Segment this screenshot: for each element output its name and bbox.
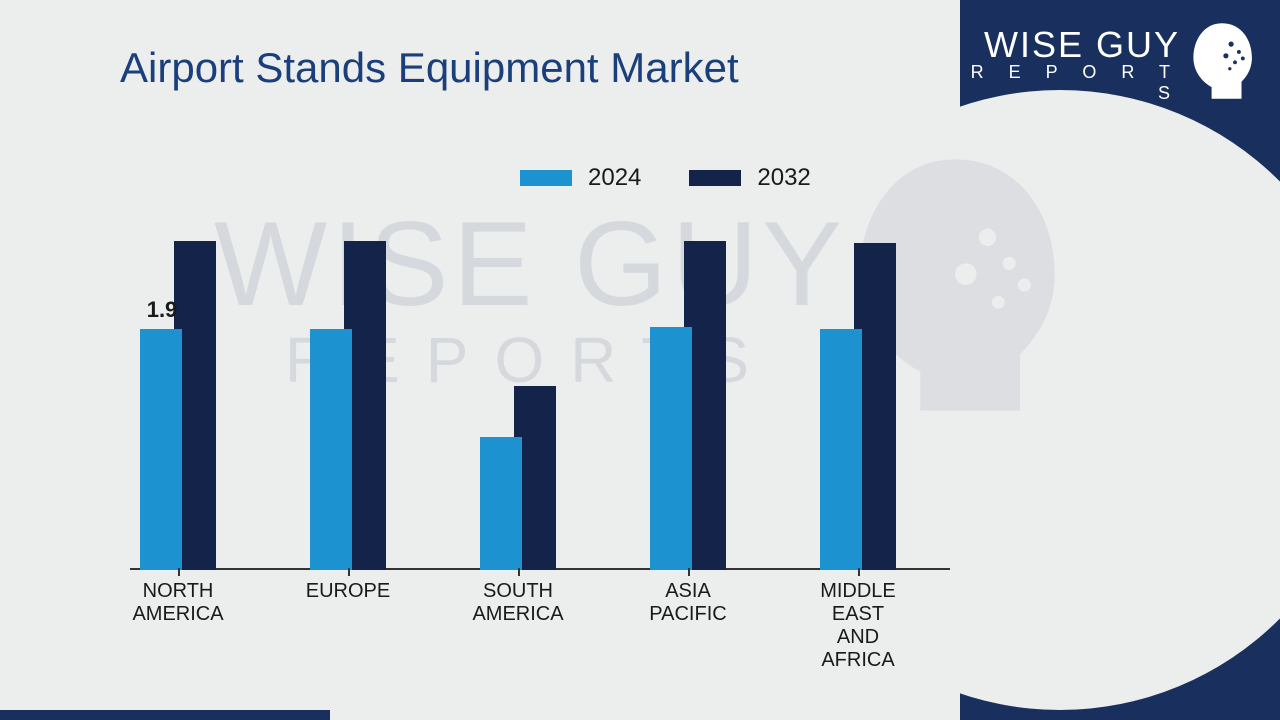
bottom-strip xyxy=(0,710,330,720)
bar-2024 xyxy=(140,329,182,570)
chart-title: Airport Stands Equipment Market xyxy=(120,44,739,92)
legend-label-2024: 2024 xyxy=(588,164,641,192)
legend-swatch-2032 xyxy=(689,170,741,186)
brand-logo: WISE GUY R E P O R T S xyxy=(970,24,1250,104)
x-axis-category-label: MIDDLEEASTANDAFRICA xyxy=(793,580,923,672)
x-tick xyxy=(178,568,180,576)
x-axis-category-label: SOUTHAMERICA xyxy=(453,580,583,626)
bar-2024 xyxy=(650,327,692,570)
legend-swatch-2024 xyxy=(520,170,572,186)
chart-canvas: WISE GUY REPORTS WISE GUY R E P O R T S … xyxy=(0,0,1280,720)
plot-area: 1.9 xyxy=(130,190,950,570)
x-tick xyxy=(348,568,350,576)
legend: 2024 2032 xyxy=(520,164,811,192)
bar-2024 xyxy=(480,437,522,570)
brand-head-icon xyxy=(1188,22,1256,100)
x-axis-category-label: ASIAPACIFIC xyxy=(623,580,753,626)
x-axis-labels: NORTHAMERICAEUROPESOUTHAMERICAASIAPACIFI… xyxy=(130,576,950,696)
x-tick xyxy=(688,568,690,576)
bar-2024 xyxy=(820,329,862,570)
legend-item-2024: 2024 xyxy=(520,164,641,192)
legend-label-2032: 2032 xyxy=(757,164,810,192)
x-axis-category-label: EUROPE xyxy=(283,580,413,603)
bar-2024 xyxy=(310,329,352,570)
x-axis-category-label: NORTHAMERICA xyxy=(113,580,243,626)
bar-value-label: 1.9 xyxy=(132,297,192,323)
x-tick xyxy=(518,568,520,576)
legend-item-2032: 2032 xyxy=(689,164,810,192)
x-tick xyxy=(858,568,860,576)
